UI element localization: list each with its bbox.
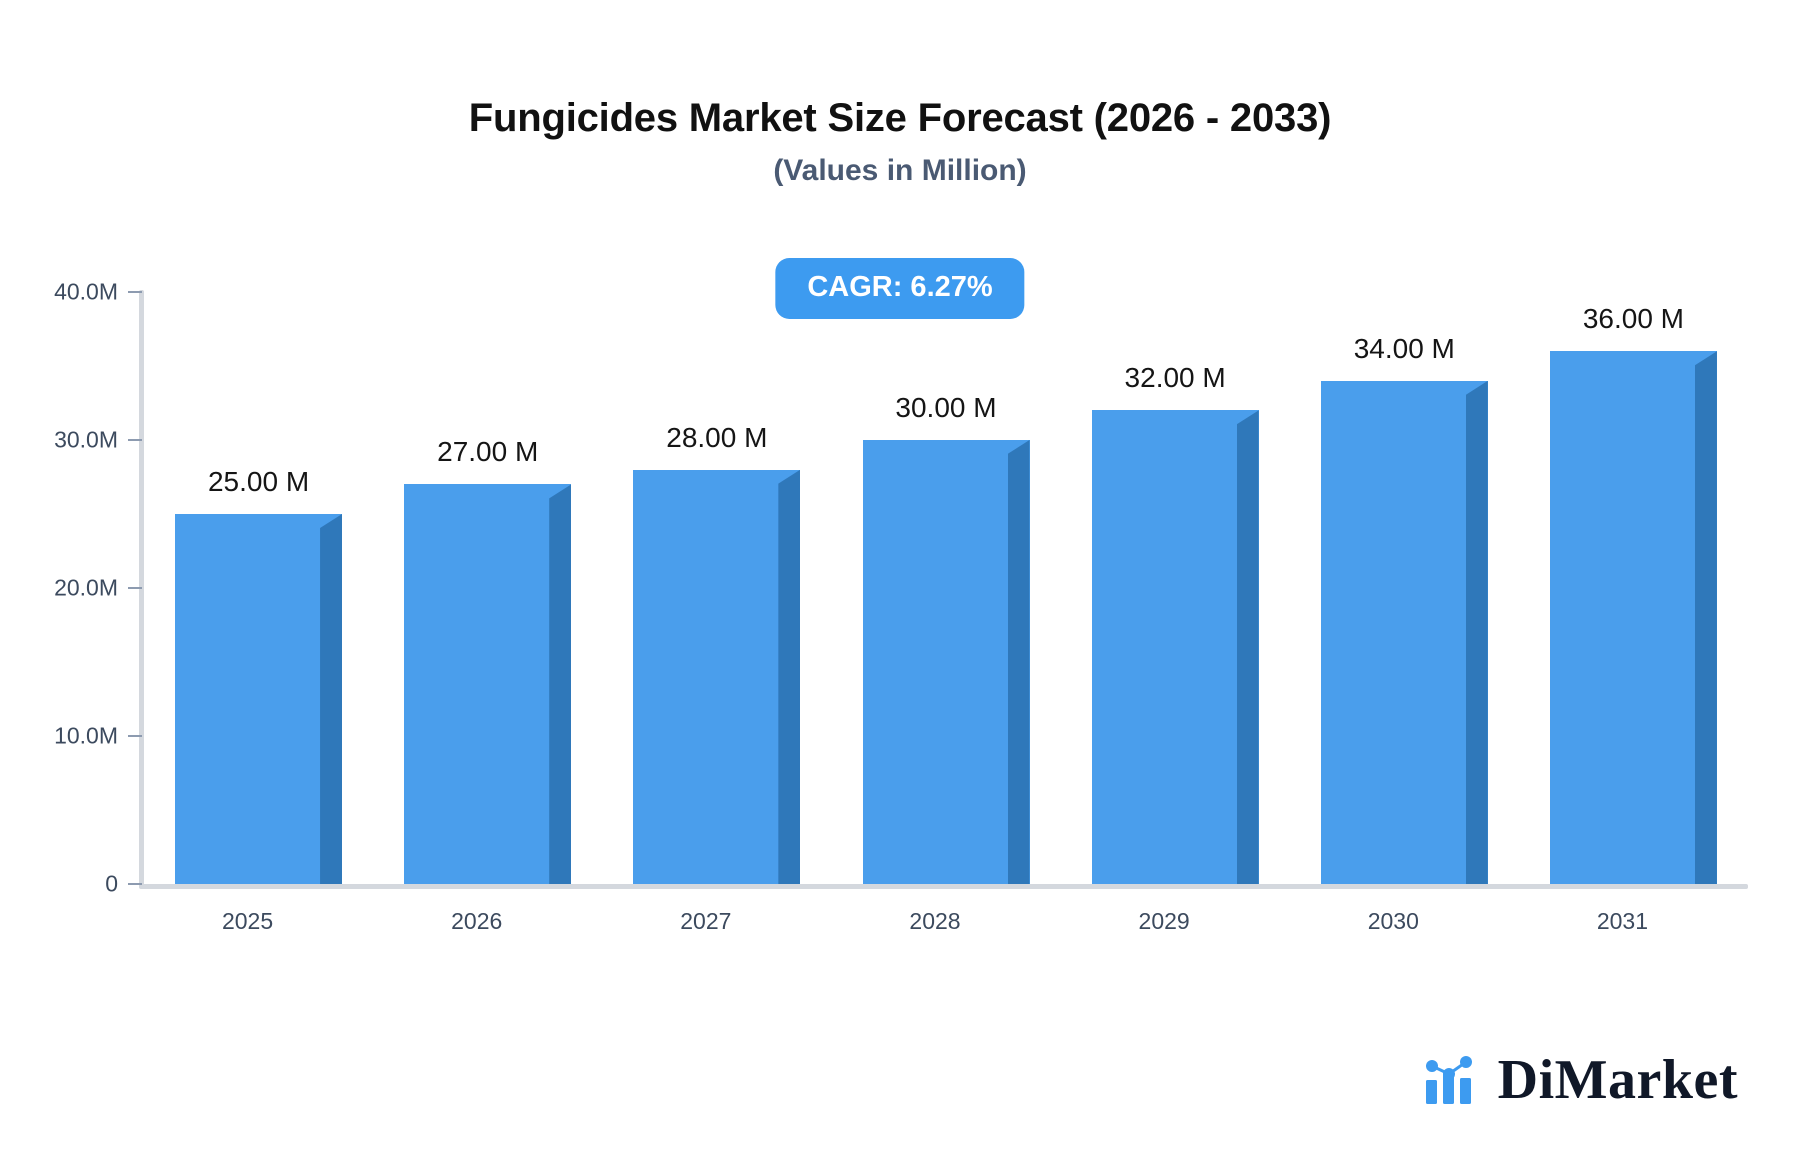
cagr-badge: CAGR: 6.27% — [775, 258, 1025, 319]
x-axis-tick-label: 2028 — [909, 908, 961, 934]
bar-value-label: 28.00 M — [666, 421, 768, 453]
bar-value-label: 32.00 M — [1124, 362, 1226, 394]
y-axis-tick-label: 10.0M — [54, 722, 118, 749]
x-axis-tick-label: 2027 — [680, 908, 732, 934]
y-axis-tick-mark — [128, 735, 142, 737]
y-axis-tick-label: 40.0M — [54, 278, 118, 305]
bar-2030[interactable]: 34.00 M — [1320, 333, 1488, 884]
x-axis-tick-label: 2031 — [1596, 908, 1649, 934]
bar-value-label: 30.00 M — [895, 392, 997, 423]
y-axis-tick-mark — [128, 587, 142, 589]
bar-2029[interactable]: 32.00 M — [1091, 362, 1259, 884]
bar-face — [633, 469, 801, 884]
bar-side-shadow — [1694, 351, 1717, 884]
bar-side-shadow — [1465, 380, 1488, 884]
y-axis-tick-label: 30.0M — [54, 426, 118, 453]
x-axis-line — [139, 884, 1748, 889]
bar-2026[interactable]: 27.00 M — [404, 436, 572, 884]
bar-value-label: 25.00 M — [207, 466, 310, 497]
x-axis-tick-label: 2029 — [1138, 908, 1190, 934]
y-axis-tick-mark — [128, 883, 142, 885]
bar-face — [862, 440, 1030, 884]
title-block: Fungicides Market Size Forecast (2026 - … — [0, 96, 1800, 187]
bar-2028[interactable]: 30.00 M — [862, 392, 1030, 884]
bar-face — [1320, 380, 1488, 884]
chart-subtitle: (Values in Million) — [773, 154, 1027, 187]
bar-value-label: 34.00 M — [1353, 332, 1455, 364]
x-axis-tick-label: 2026 — [451, 908, 503, 934]
bar-side-shadow — [778, 469, 801, 884]
bar-2031[interactable]: 36.00 M — [1549, 303, 1717, 884]
y-axis-tick-label: 20.0M — [54, 574, 118, 601]
bar-face — [175, 514, 343, 884]
brand-logo: DiMarket — [1424, 1052, 1738, 1108]
y-axis-tick-mark — [128, 439, 142, 441]
x-axis-tick-label: 2030 — [1367, 908, 1419, 934]
y-axis-tick-label: 0 — [105, 870, 118, 897]
bar-value-label: 27.00 M — [437, 436, 539, 468]
x-axis-tick-label: 2025 — [221, 908, 274, 934]
bar-face — [1549, 351, 1717, 884]
bar-side-shadow — [549, 484, 572, 884]
bar-2025[interactable]: 25.00 M — [175, 466, 343, 884]
bar-face — [404, 484, 572, 884]
bar-2027[interactable]: 28.00 M — [633, 422, 801, 884]
bar-side-shadow — [320, 514, 343, 884]
y-axis-tick-mark — [128, 291, 142, 293]
bar-side-shadow — [1236, 410, 1259, 884]
bar-side-shadow — [1007, 440, 1030, 884]
chart-title: Fungicides Market Size Forecast (2026 - … — [468, 96, 1332, 140]
bar-value-label: 36.00 M — [1582, 303, 1685, 335]
bar-face — [1091, 410, 1259, 884]
bar-chart-logo-icon — [1425, 1056, 1472, 1104]
logo-text: DiMarket — [1497, 1049, 1738, 1111]
